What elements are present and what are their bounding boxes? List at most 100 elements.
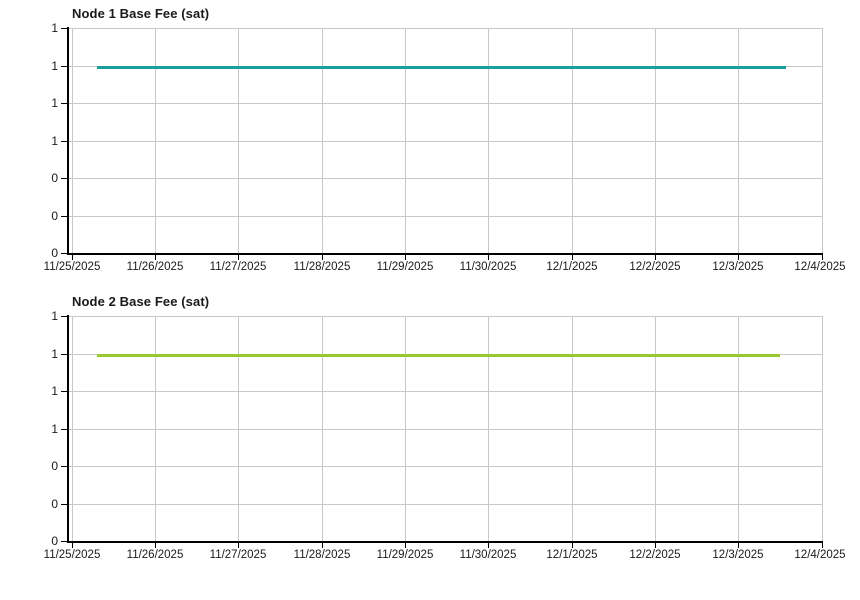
gridline-vertical [822, 316, 823, 541]
y-tick-mark [61, 178, 68, 179]
y-axis-label: 1 [51, 21, 58, 35]
x-axis-label: 12/3/2025 [712, 261, 764, 273]
y-tick-mark [61, 428, 68, 430]
x-axis-label: 11/29/2025 [376, 261, 434, 273]
x-axis-label: 11/30/2025 [459, 549, 517, 561]
x-axis-label: 12/2/2025 [629, 549, 681, 561]
x-tick-mark [322, 255, 323, 260]
x-axis-label: 12/4/2025 [794, 261, 846, 273]
gridline-vertical [488, 316, 489, 541]
x-axis-label: 11/28/2025 [293, 549, 351, 561]
gridline-horizontal [68, 466, 822, 467]
gridline-vertical [72, 316, 73, 541]
gridline-vertical [488, 28, 489, 253]
x-tick-mark [405, 255, 406, 260]
x-tick-mark [155, 543, 156, 548]
gridline-horizontal [68, 215, 822, 217]
x-axis-label: 12/3/2025 [712, 549, 764, 561]
x-tick-mark [488, 543, 489, 548]
y-tick-mark [61, 103, 68, 104]
chart-title-node-1: Node 1 Base Fee (sat) [72, 6, 210, 21]
x-tick-mark [72, 543, 73, 548]
x-axis-label: 11/26/2025 [126, 549, 184, 561]
x-tick-mark [238, 543, 239, 548]
x-axis-label: 11/28/2025 [293, 261, 351, 273]
x-tick-mark [488, 255, 489, 260]
y-axis-label: 1 [51, 384, 58, 398]
y-tick-mark [61, 503, 68, 505]
x-tick-mark [238, 255, 239, 260]
gridline-vertical [655, 28, 656, 253]
gridline-vertical [238, 316, 239, 541]
y-tick-mark [61, 466, 68, 467]
y-axis-label: 1 [51, 58, 58, 73]
y-tick-mark [61, 391, 68, 392]
y-tick-mark [61, 253, 68, 254]
x-tick-mark [155, 255, 156, 260]
y-tick-mark [61, 541, 68, 542]
y-axis-label: 1 [51, 421, 58, 436]
x-axis-label: 12/4/2025 [794, 549, 846, 561]
gridline-vertical [322, 316, 323, 541]
gridline-vertical [322, 28, 323, 253]
x-axis-label: 11/29/2025 [376, 549, 434, 561]
gridline-vertical [72, 28, 73, 253]
y-tick-mark [61, 316, 68, 317]
x-tick-mark [822, 543, 823, 548]
x-axis-label: 11/25/2025 [43, 261, 101, 273]
y-axis-node-2 [67, 315, 69, 542]
x-axis-label: 12/1/2025 [546, 261, 598, 273]
y-axis-label: 1 [51, 346, 58, 361]
gridline-vertical [572, 28, 573, 253]
gridline-vertical [572, 316, 573, 541]
gridline-vertical [655, 316, 656, 541]
x-tick-mark [655, 255, 656, 260]
x-tick-mark [822, 255, 823, 260]
x-axis-label: 11/26/2025 [126, 261, 184, 273]
y-axis-label: 1 [51, 133, 58, 148]
series-line-node-1 [97, 66, 786, 69]
x-tick-mark [572, 255, 573, 260]
chart-panel-node-1: Node 1 Base Fee (sat) [0, 0, 860, 290]
y-axis-labels-node-2: 1 1 1 1 0 0 0 [0, 288, 58, 578]
y-axis-label: 0 [51, 496, 58, 511]
x-axis-label: 11/27/2025 [209, 549, 267, 561]
gridline-vertical [155, 28, 156, 253]
x-tick-mark [738, 255, 739, 260]
x-tick-mark [655, 543, 656, 548]
y-axis-label: 0 [51, 208, 58, 223]
y-tick-mark [61, 140, 68, 142]
y-axis-node-1 [67, 27, 69, 254]
chart-title-node-2: Node 2 Base Fee (sat) [72, 294, 210, 309]
x-tick-mark [322, 543, 323, 548]
y-tick-mark [61, 65, 68, 67]
x-axis-label: 11/25/2025 [43, 549, 101, 561]
x-axis-node-2 [67, 541, 823, 543]
x-axis-label: 11/27/2025 [209, 261, 267, 273]
gridline-horizontal [68, 503, 822, 505]
x-tick-mark [572, 543, 573, 548]
y-axis-label: 0 [51, 534, 58, 548]
x-axis-node-1 [67, 253, 823, 255]
gridline-vertical [738, 316, 739, 541]
y-axis-label: 0 [51, 246, 58, 260]
x-axis-label: 11/30/2025 [459, 261, 517, 273]
y-tick-mark [61, 215, 68, 217]
y-axis-label: 0 [51, 171, 58, 185]
y-tick-mark [61, 353, 68, 355]
plot-area-node-1 [68, 28, 823, 253]
gridline-vertical [405, 28, 406, 253]
gridline-horizontal [68, 178, 822, 179]
series-line-node-2 [97, 354, 780, 357]
plot-area-node-2 [68, 316, 823, 541]
chart-panel-node-2: Node 2 Base Fee (sat) [0, 288, 860, 578]
y-axis-label: 1 [51, 96, 58, 110]
gridline-vertical [155, 316, 156, 541]
gridline-horizontal [68, 140, 822, 142]
gridline-vertical [738, 28, 739, 253]
y-axis-labels-node-1: 1 1 1 1 0 0 0 [0, 0, 58, 290]
gridline-horizontal [68, 391, 822, 392]
gridline-horizontal [68, 316, 822, 317]
gridline-horizontal [68, 428, 822, 430]
